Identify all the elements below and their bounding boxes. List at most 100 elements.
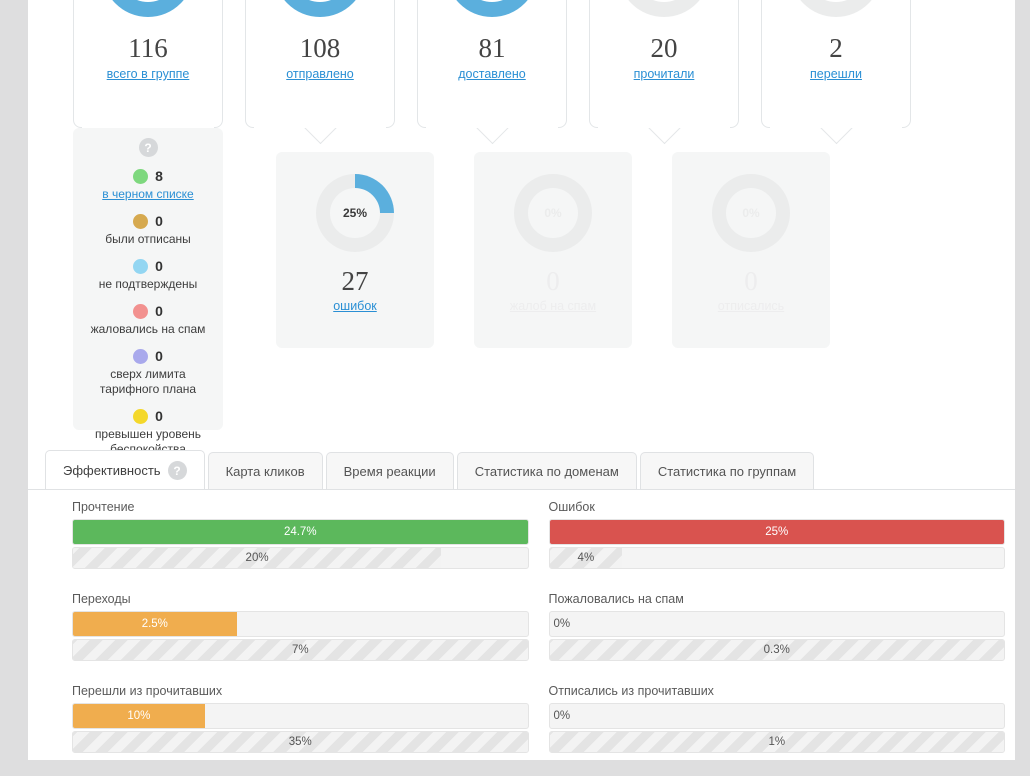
benchmark-bar-value: 20% <box>245 552 269 564</box>
funnel-card: 116 всего в группе <box>73 0 223 128</box>
card-label[interactable]: всего в группе <box>106 67 190 81</box>
tab-label: Эффективность <box>63 463 161 478</box>
benchmark-bar-fill <box>73 640 528 660</box>
donut-hole <box>528 188 578 238</box>
donut-chart: 24.7% <box>618 0 710 17</box>
status-dot <box>133 303 149 319</box>
donut-hole <box>805 0 867 2</box>
breakdown-row: 0 сверх лимита тарифного плана <box>79 346 217 397</box>
benchmark-bar-fill <box>549 548 623 568</box>
benchmark-bar-value: 35% <box>288 736 312 748</box>
card-value: 81 <box>478 33 506 63</box>
card-label[interactable]: ошибок <box>333 299 377 313</box>
donut-chart: 2.5% <box>790 0 882 17</box>
efficiency-bars: Прочтение 24.7% 20% Переходы 2.5% 7% Перешли и… <box>45 500 1030 776</box>
benchmark-bar: 4% <box>548 547 1005 569</box>
primary-bar-fill <box>73 704 205 728</box>
metric-card: 25% 27 ошибок <box>276 152 434 348</box>
status-dot <box>133 348 149 364</box>
row-label: сверх лимита тарифного плана <box>99 367 197 396</box>
row-label: жаловались на спам <box>90 322 206 336</box>
donut-hole <box>289 0 351 2</box>
tab-item[interactable]: Время реакции <box>325 452 454 490</box>
tab-item[interactable]: Статистика по доменам <box>456 452 637 490</box>
benchmark-bar-value: 0.3% <box>763 644 790 656</box>
bar-group: Ошибок 25% 4% <box>548 500 1005 569</box>
funnel-card: 75% 81 доставлено <box>417 0 567 128</box>
primary-bar-fill <box>73 520 528 544</box>
tab-label: Карта кликов <box>225 464 305 479</box>
tab-active[interactable]: Эффективность? <box>45 450 205 491</box>
card-value: 116 <box>128 33 168 63</box>
primary-bar: 0% <box>548 703 1005 729</box>
benchmark-bar-fill <box>73 732 528 752</box>
row-value: 0 <box>155 348 163 364</box>
primary-bar-value: 2.5% <box>141 618 168 630</box>
tab-label: Статистика по группам <box>657 464 797 479</box>
row-label[interactable]: в черном списке <box>102 187 194 201</box>
primary-bar: 10% <box>72 703 529 729</box>
donut-percent: 25% <box>342 206 368 220</box>
metric-card: 0% 0 жалоб на спам <box>474 152 632 348</box>
benchmark-bar: 7% <box>72 639 529 661</box>
funnel-card: 2.5% 2 перешли <box>761 0 911 128</box>
row-value: 0 <box>155 303 163 319</box>
card-label[interactable]: перешли <box>810 67 862 81</box>
secondary-card-row: 25% 27 ошибок 0% 0 жалоб на спам 0% 0 отписались <box>276 152 830 348</box>
status-dot <box>133 213 149 229</box>
donut-chart: 0% <box>514 174 592 252</box>
status-dot <box>133 408 149 424</box>
help-icon[interactable]: ? <box>138 138 158 157</box>
donut-hole <box>726 188 776 238</box>
card-value: 0 <box>546 266 560 296</box>
donut-chart: 25% <box>316 174 394 252</box>
benchmark-bar-fill <box>549 732 1004 752</box>
primary-bar-value: 25% <box>765 526 789 538</box>
primary-bar: 0% <box>548 611 1005 637</box>
breakdown-row: 0 были отписаны <box>79 211 217 247</box>
bars-left-column: Прочтение 24.7% 20% Переходы 2.5% 7% Перешли и… <box>72 500 529 776</box>
tab-divider <box>28 489 1015 490</box>
bar-group-label: Перешли из прочитавших <box>72 684 223 698</box>
card-value: 2 <box>829 33 843 63</box>
donut-hole <box>330 188 380 238</box>
donut-percent: 0% <box>544 206 562 220</box>
benchmark-bar-fill <box>549 640 1004 660</box>
primary-bar-value: 10% <box>127 710 151 722</box>
card-value: 108 <box>299 33 341 63</box>
card-label: отписались <box>717 299 785 313</box>
help-icon[interactable]: ? <box>167 461 187 480</box>
metric-card: 0% 0 отписались <box>672 152 830 348</box>
tab-item[interactable]: Карта кликов <box>207 452 323 490</box>
tab-item[interactable]: Статистика по группам <box>639 452 815 490</box>
donut-chart: 0% <box>712 174 790 252</box>
bar-group: Переходы 2.5% 7% <box>72 592 529 661</box>
bar-group-label: Ошибок <box>548 500 595 514</box>
card-label[interactable]: отправлено <box>286 67 354 81</box>
benchmark-bar-value: 1% <box>768 736 786 748</box>
breakdown-row: 0 жаловались на спам <box>79 301 217 337</box>
card-label[interactable]: доставлено <box>458 67 526 81</box>
card-label: жалоб на спам <box>509 299 597 313</box>
card-label[interactable]: прочитали <box>633 67 695 81</box>
tab-bar: Эффективность? Карта кликов Время реакции С… <box>45 450 1005 491</box>
primary-bar-value: 0% <box>553 618 571 630</box>
benchmark-bar: 20% <box>72 547 529 569</box>
status-dot <box>133 258 149 274</box>
row-value: 0 <box>155 408 163 424</box>
bar-group-label: Отписались из прочитавших <box>548 684 714 698</box>
donut-percent: 0% <box>742 206 760 220</box>
row-value: 0 <box>155 213 163 229</box>
benchmark-bar: 35% <box>72 731 529 753</box>
card-value: 0 <box>744 266 758 296</box>
benchmark-bar: 0.3% <box>548 639 1005 661</box>
bar-group: Прочтение 24.7% 20% <box>72 500 529 569</box>
stats-page: 116 всего в группе 100% 108 отправлено 75% 81 д… <box>28 0 1015 760</box>
primary-bar-value: 0% <box>553 710 571 722</box>
funnel-card-row: 116 всего в группе 100% 108 отправлено 75% 81 д… <box>73 0 973 128</box>
primary-bar: 24.7% <box>72 519 529 545</box>
donut-chart: 100% <box>274 0 366 17</box>
row-label: не подтверждены <box>98 277 198 291</box>
card-value: 20 <box>650 33 678 63</box>
bar-group-label: Прочтение <box>72 500 135 514</box>
